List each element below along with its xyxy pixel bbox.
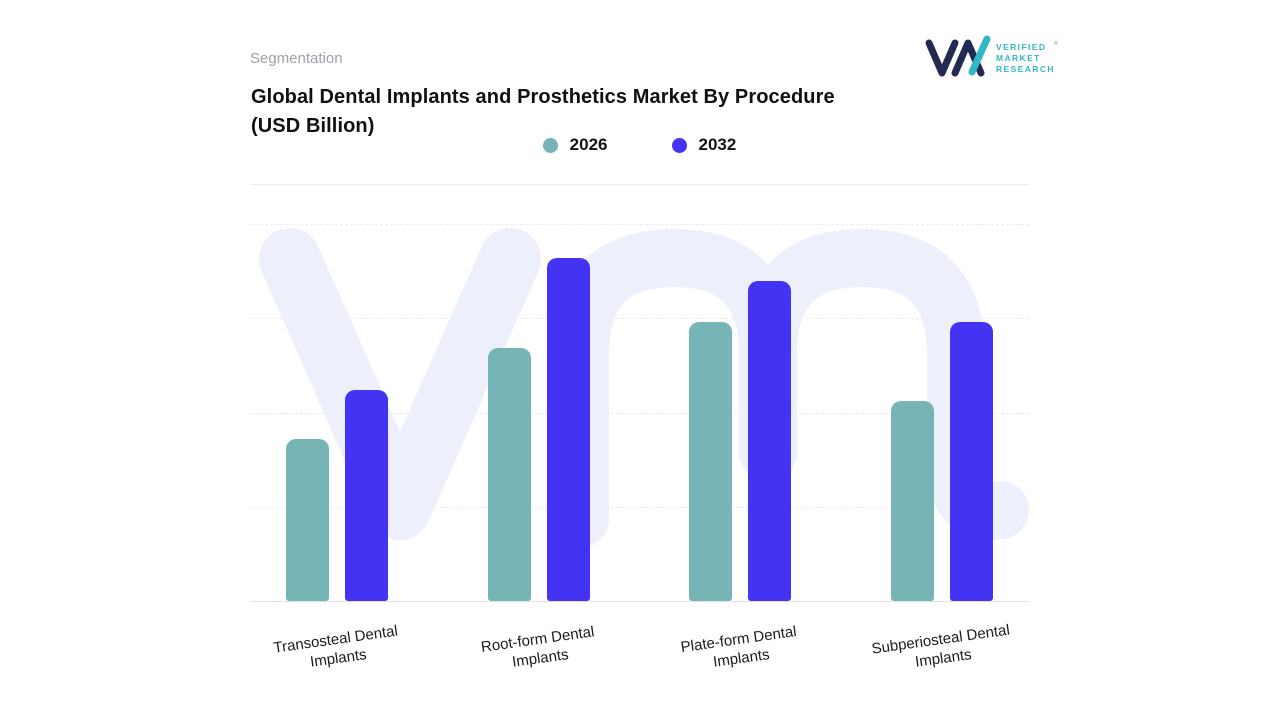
bar-group	[487, 224, 590, 601]
bar-2026	[890, 401, 934, 601]
category-labels: Transosteal Dental Implants Root-form Den…	[250, 614, 1029, 710]
category-label: Plate-form Dental Implants	[680, 623, 798, 671]
legend-item-2026: 2026	[542, 135, 608, 155]
header-divider	[250, 184, 1029, 185]
gridline	[250, 224, 1029, 225]
chart-title: Global Dental Implants and Prosthetics M…	[251, 86, 835, 137]
logo-line-2: MARKET	[996, 53, 1041, 63]
logo-line-1: VERIFIED	[996, 42, 1046, 52]
bar-group	[890, 224, 993, 601]
legend-label-2032: 2032	[698, 135, 737, 154]
bar-2032	[748, 280, 792, 601]
vmr-logo: VERIFIED ® MARKET RESEARCH	[925, 35, 1058, 77]
legend: 2026 2032	[250, 135, 1029, 155]
registered-mark: ®	[1054, 40, 1058, 47]
bar-2026	[689, 322, 733, 601]
category-label: Transosteal Dental Implants	[272, 622, 399, 671]
legend-dot-2026-icon	[542, 137, 558, 153]
legend-item-2032: 2032	[671, 135, 737, 155]
bar-2032	[345, 389, 388, 601]
category-label: Root-form Dental Implants	[479, 623, 596, 671]
bar-2032	[949, 322, 993, 601]
logo-line-3: RESEARCH	[996, 64, 1055, 74]
legend-label-2026: 2026	[569, 135, 608, 154]
legend-dot-2032-icon	[671, 137, 687, 153]
bar-group	[286, 224, 388, 601]
segmentation-label: Segmentation	[250, 50, 343, 67]
bar-2026	[286, 438, 329, 601]
bar-2032	[546, 257, 590, 601]
category-label: Subperiosteal Dental Implants	[870, 621, 1011, 671]
bar-2026	[487, 348, 531, 601]
vmr-monogram-icon	[925, 35, 991, 77]
bar-group	[689, 224, 792, 601]
plot-area	[250, 224, 1029, 602]
